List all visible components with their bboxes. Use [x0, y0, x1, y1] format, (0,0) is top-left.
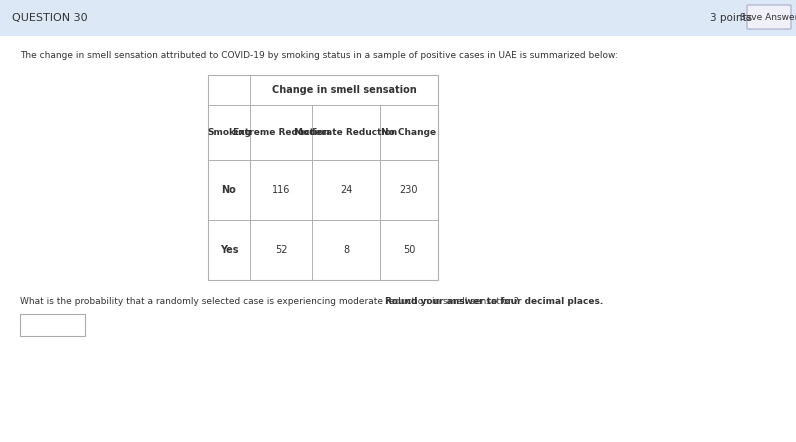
Text: 52: 52	[275, 245, 287, 255]
Text: 50: 50	[403, 245, 416, 255]
Text: 24: 24	[340, 185, 352, 195]
FancyBboxPatch shape	[747, 5, 791, 29]
Text: No Change: No Change	[381, 128, 436, 137]
Text: Smoking: Smoking	[207, 128, 251, 137]
Text: 8: 8	[343, 245, 349, 255]
Bar	[208, 75, 438, 280]
Text: Extreme Reduction: Extreme Reduction	[232, 128, 330, 137]
Text: 3 points: 3 points	[710, 13, 752, 23]
Text: Yes: Yes	[220, 245, 238, 255]
Bar	[0, 0, 796, 36]
Text: Change in smell sensation: Change in smell sensation	[271, 85, 416, 95]
Text: QUESTION 30: QUESTION 30	[12, 13, 88, 23]
Text: Save Answer: Save Answer	[739, 12, 796, 22]
Text: 230: 230	[400, 185, 418, 195]
Bar	[20, 314, 85, 336]
Text: Moderate Reduction: Moderate Reduction	[295, 128, 398, 137]
Text: The change in smell sensation attributed to COVID-19 by smoking status in a samp: The change in smell sensation attributed…	[20, 52, 618, 61]
Text: No: No	[221, 185, 236, 195]
Text: What is the probability that a randomly selected case is experiencing moderate r: What is the probability that a randomly …	[20, 297, 521, 306]
Text: 116: 116	[271, 185, 291, 195]
Text: Round your answer to four decimal places.: Round your answer to four decimal places…	[385, 297, 603, 306]
